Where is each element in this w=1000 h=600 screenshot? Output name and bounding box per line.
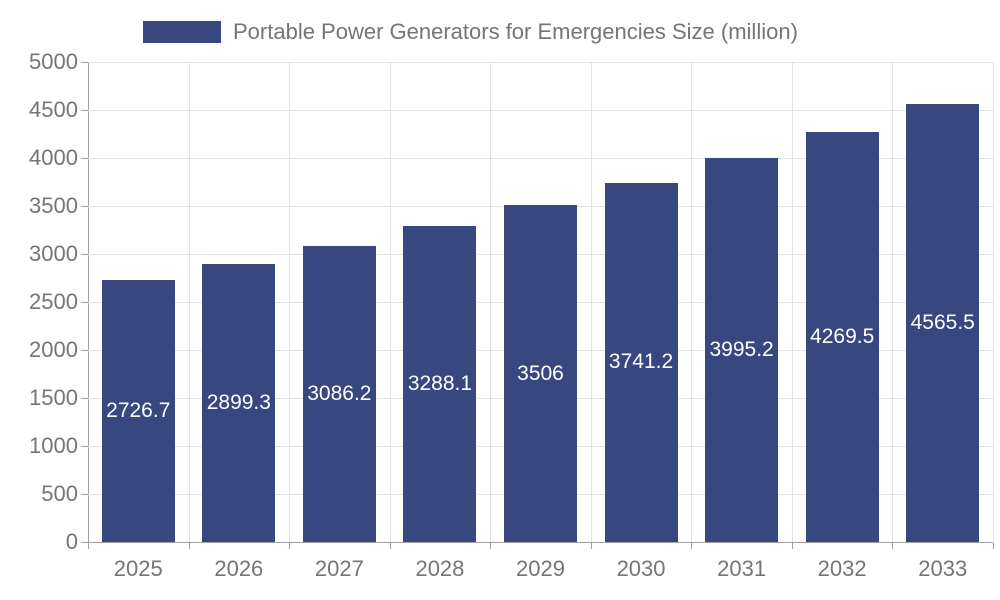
y-tick-label: 2500 — [29, 289, 78, 314]
y-axis-tick — [81, 254, 88, 255]
x-axis-tick — [590, 543, 592, 549]
bar-2030[interactable]: 3741.2 — [604, 182, 678, 542]
y-tick-label: 3000 — [29, 241, 78, 266]
x-gridline — [892, 62, 894, 542]
x-tick-label: 2026 — [214, 556, 264, 581]
bar-2033[interactable]: 4565.5 — [906, 103, 980, 542]
x-axis-tick — [791, 543, 793, 549]
x-gridline — [590, 62, 592, 542]
x-gridline — [691, 62, 693, 542]
y-axis-tick — [81, 302, 88, 303]
y-axis-tick — [81, 206, 88, 207]
bar-2029[interactable]: 3506 — [504, 205, 577, 542]
bar-value-label: 3741.2 — [608, 350, 674, 374]
x-tick-label: 2031 — [717, 556, 767, 581]
x-gridline — [389, 62, 391, 542]
x-axis-tick — [88, 543, 89, 549]
x-gridline — [188, 62, 190, 542]
x-axis-tick — [289, 543, 291, 549]
legend-label: Portable Power Generators for Emergencie… — [233, 19, 798, 44]
y-axis-tick — [81, 494, 88, 495]
y-axis-tick — [81, 446, 88, 447]
x-axis-tick — [892, 543, 894, 549]
y-tick-label: 500 — [41, 481, 78, 506]
bar-value-label: 2899.3 — [206, 390, 271, 414]
x-gridline — [289, 62, 291, 542]
x-tick-label: 2029 — [516, 556, 565, 581]
x-gridline — [791, 62, 793, 542]
x-tick-label: 2030 — [616, 556, 666, 581]
bar-2028[interactable]: 3288.1 — [403, 226, 477, 542]
plot-area: 2726.7 2899.3 3086.2 3288.1 3506 3741.2 3995.2… — [88, 62, 994, 542]
x-gridline — [993, 62, 994, 542]
bar-value-label: 2726.7 — [106, 399, 171, 423]
y-axis-tick — [81, 542, 88, 543]
y-tick-label: 2000 — [29, 337, 78, 362]
y-axis-tick — [81, 62, 88, 63]
bar-value-label: 3086.2 — [307, 381, 372, 405]
x-axis-tick — [389, 543, 391, 549]
bar-value-label: 3506 — [517, 361, 564, 385]
y-gridline — [88, 110, 993, 111]
x-axis-tick — [490, 543, 492, 549]
bar-2032[interactable]: 4269.5 — [805, 132, 879, 542]
x-axis-tick — [993, 543, 994, 549]
x-gridline — [490, 62, 492, 542]
bar-value-label: 3288.1 — [407, 372, 473, 396]
bar-value-label: 3995.2 — [709, 338, 774, 362]
y-tick-label: 4500 — [29, 97, 78, 122]
x-tick-label: 2033 — [918, 556, 968, 581]
bar-2026[interactable]: 2899.3 — [202, 263, 276, 542]
x-tick-label: 2027 — [314, 556, 364, 581]
x-axis-line — [88, 542, 993, 543]
y-tick-label: 1000 — [29, 433, 78, 458]
y-tick-label: 1500 — [29, 385, 78, 410]
y-tick-label: 0 — [65, 529, 78, 554]
x-tick-label: 2032 — [817, 556, 867, 581]
y-axis-tick — [81, 350, 88, 351]
y-tick-label: 5000 — [29, 49, 78, 74]
x-tick-label: 2025 — [113, 556, 163, 581]
legend[interactable]: Portable Power Generators for Emergencie… — [143, 19, 798, 45]
x-tick-label: 2028 — [415, 556, 465, 581]
y-gridline — [88, 62, 993, 63]
legend-swatch — [143, 21, 221, 43]
bar-value-label: 4269.5 — [810, 325, 875, 349]
bar-value-label: 4565.5 — [910, 310, 975, 334]
x-axis-tick — [188, 543, 190, 549]
y-tick-label: 3500 — [29, 193, 78, 218]
y-axis-tick — [81, 110, 88, 111]
y-axis-tick — [81, 158, 88, 159]
x-axis-tick — [691, 543, 693, 549]
bar-2031[interactable]: 3995.2 — [705, 158, 779, 542]
bar-2027[interactable]: 3086.2 — [302, 245, 376, 542]
y-gridline — [88, 158, 993, 159]
bar-2025[interactable]: 2726.7 — [101, 280, 175, 542]
y-tick-label: 4000 — [29, 145, 78, 170]
y-axis-tick — [81, 398, 88, 399]
